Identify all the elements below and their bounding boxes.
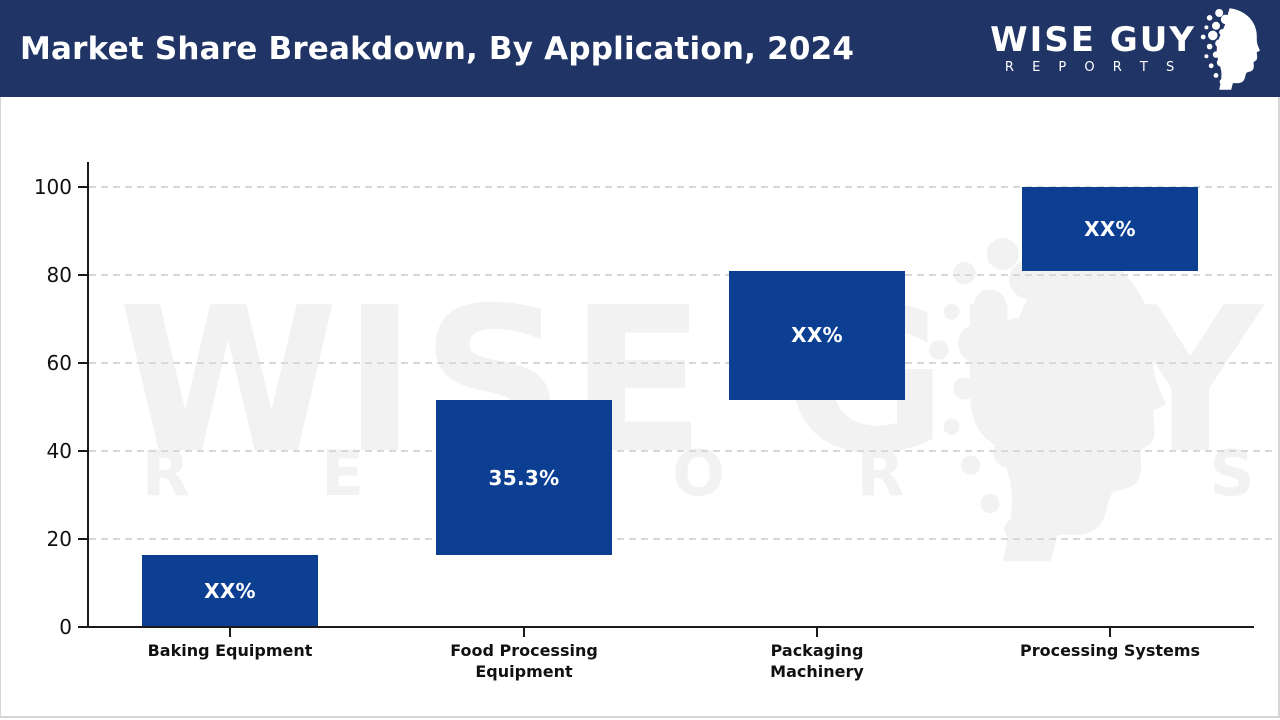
page-border-left [0, 97, 1, 717]
bar-segment-2: 35.3% [436, 399, 612, 556]
y-tick-mark [78, 362, 87, 364]
x-category-label: Food Processing Equipment [450, 641, 598, 681]
x-tick-mark [816, 628, 818, 637]
y-tick-mark [78, 626, 87, 628]
x-category-label: Processing Systems [1019, 641, 1201, 660]
x-category-label: Baking Equipment [147, 641, 313, 660]
y-tick-label: 0 [59, 615, 72, 639]
page-border-bottom [0, 716, 1280, 718]
bar-value-label: XX% [791, 323, 843, 348]
gridline-y-80 [89, 274, 1277, 276]
y-tick-mark [78, 450, 87, 452]
bar-value-label: 35.3% [488, 465, 560, 490]
x-axis-line [87, 626, 1254, 628]
bar-segment-4: XX% [1022, 187, 1198, 272]
y-tick-label: 80 [46, 263, 72, 287]
y-tick-label: 100 [33, 175, 72, 199]
x-tick-mark [1109, 628, 1111, 637]
bar-value-label: XX% [204, 579, 256, 604]
gridline-y-20 [89, 538, 1277, 540]
wise-guy-logo: WISE GUY R E P O R T S [990, 5, 1280, 93]
logo-wordmark-line2: R E P O R T S [1004, 59, 1182, 75]
wise-guy-face-icon [1200, 7, 1260, 90]
y-tick-mark [78, 186, 87, 188]
watermark-face-icon [929, 234, 1166, 562]
header-bar: Market Share Breakdown, By Application, … [0, 0, 1280, 97]
y-axis-line [87, 162, 89, 628]
gridline-y-60 [89, 362, 1277, 364]
y-tick-label: 40 [46, 439, 72, 463]
bar-segment-1: XX% [142, 555, 318, 627]
page-border-right [1278, 97, 1280, 717]
logo-wordmark-line1: WISE GUY [990, 19, 1196, 60]
y-tick-label: 60 [46, 351, 72, 375]
page-title: Market Share Breakdown, By Application, … [20, 30, 855, 67]
gridline-y-100 [89, 186, 1277, 188]
x-tick-mark [229, 628, 231, 637]
bar-value-label: XX% [1084, 217, 1136, 242]
y-tick-mark [78, 274, 87, 276]
logo-wordmark: WISE GUY R E P O R T S [990, 22, 1196, 76]
y-tick-label: 20 [46, 527, 72, 551]
gridline-y-40 [89, 450, 1277, 452]
x-tick-mark [523, 628, 525, 637]
y-tick-mark [78, 538, 87, 540]
bar-segment-3: XX% [729, 271, 905, 400]
x-category-label: Packaging Machinery [770, 641, 864, 681]
